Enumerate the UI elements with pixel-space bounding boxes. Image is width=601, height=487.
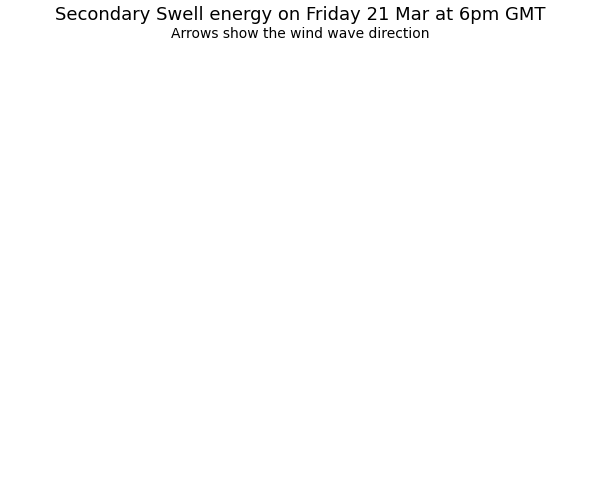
Text: Secondary Swell energy on Friday 21 Mar at 6pm GMT: Secondary Swell energy on Friday 21 Mar …: [55, 6, 546, 24]
Text: Cartopy required: Cartopy required: [242, 258, 359, 272]
Text: Arrows show the wind wave direction: Arrows show the wind wave direction: [171, 27, 430, 41]
